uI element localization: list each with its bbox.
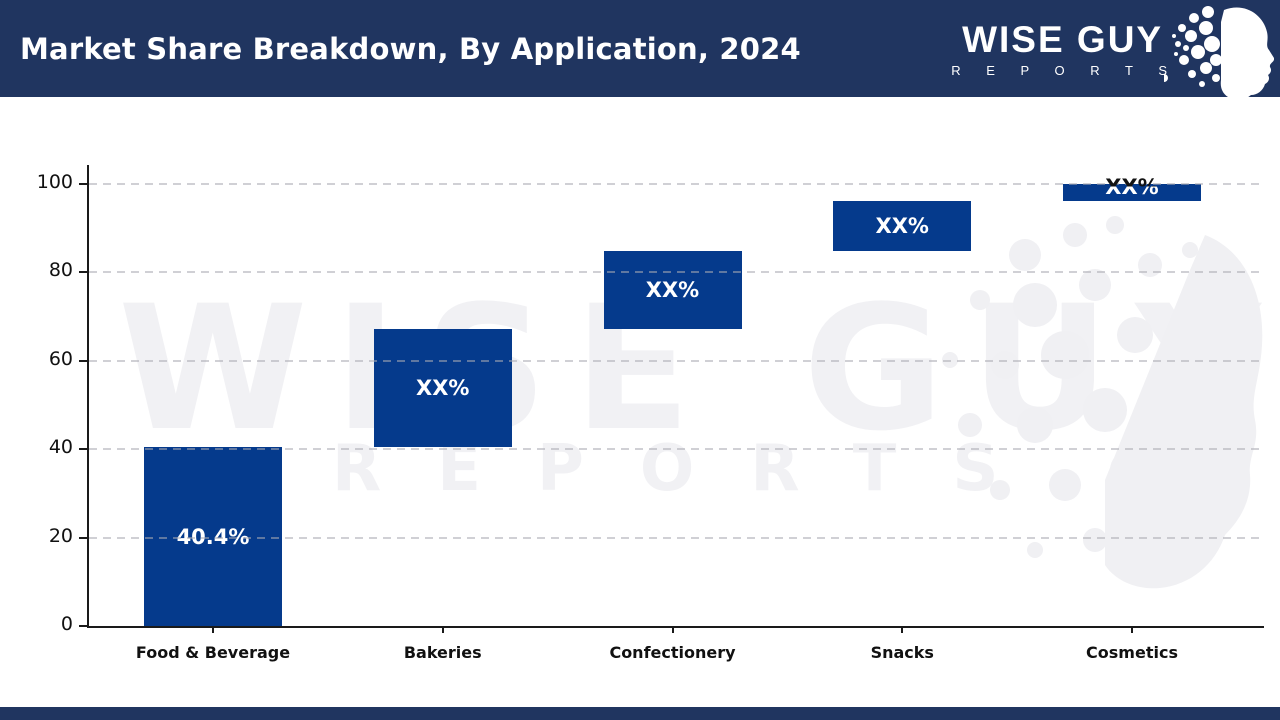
x-label-4: Cosmetics — [1086, 643, 1178, 662]
x-tickmark-4 — [1131, 626, 1133, 633]
y-tickmark-40 — [79, 448, 87, 451]
label-inside-bar-part: XX% — [1105, 175, 1159, 199]
y-ticklabel-60: 60 — [48, 347, 73, 370]
watermark-face-icon — [942, 216, 1263, 589]
gridline-20 — [89, 536, 1264, 539]
logo-wordmark: WISE GUY — [962, 18, 1164, 60]
gridline-100 — [89, 183, 1264, 185]
bar-snacks: XX% — [833, 201, 972, 252]
bar-value-label: XX% — [416, 376, 470, 401]
x-label-0: Food & Beverage — [135, 643, 291, 662]
y-ticklabel-20: 20 — [48, 524, 73, 547]
plot-area: 0 20 40 60 80 100 40.4% Food & Beverage XX% Baker… — [37, 165, 1264, 662]
logo-face-icon — [1164, 6, 1274, 97]
x-label-1: Bakeries — [403, 643, 482, 662]
x-tickmark-3 — [901, 626, 904, 633]
chart-title: Market Share Breakdown, By Application, … — [20, 31, 801, 66]
logo-subtitle: R E P O R T S — [951, 62, 1178, 78]
bar-value-label: XX% — [645, 278, 700, 303]
footer-band — [0, 707, 1280, 720]
gridline-80 — [89, 271, 1264, 274]
x-label-3: Snacks — [870, 643, 934, 662]
y-tickmark-20 — [79, 536, 87, 539]
y-ticklabel-100: 100 — [36, 171, 73, 193]
x-label-2: Confectionery — [609, 643, 736, 662]
label-above-bar-part: XX% — [1105, 175, 1159, 199]
y-tickmark-60 — [79, 359, 87, 362]
gridline-40 — [89, 448, 1264, 451]
bar-confectionery: XX% — [603, 251, 742, 329]
logo-text: WISE GUY R E P O R T S — [947, 21, 1178, 77]
x-tickmark-1 — [441, 626, 444, 633]
x-tickmark-2 — [671, 626, 674, 633]
bar-value-label-split: XX% XX% — [1052, 175, 1212, 199]
header-band: Market Share Breakdown, By Application, … — [0, 0, 1280, 97]
wise-guy-logo: WISE GUY R E P O R T S — [947, 0, 1274, 97]
y-ticklabel-40: 40 — [48, 436, 73, 459]
y-ticklabel-80: 80 — [48, 259, 73, 282]
gridline-60 — [89, 359, 1264, 362]
y-tickmark-100 — [79, 183, 87, 185]
y-tickmark-0 — [79, 625, 87, 627]
y-ticklabel-0: 0 — [60, 613, 73, 635]
bar-value-label: XX% — [875, 214, 929, 239]
bar-cosmetics — [1063, 184, 1201, 202]
bar-bakeries: XX% — [373, 328, 512, 448]
y-tickmark-80 — [79, 271, 87, 274]
x-tickmark-0 — [212, 626, 214, 633]
